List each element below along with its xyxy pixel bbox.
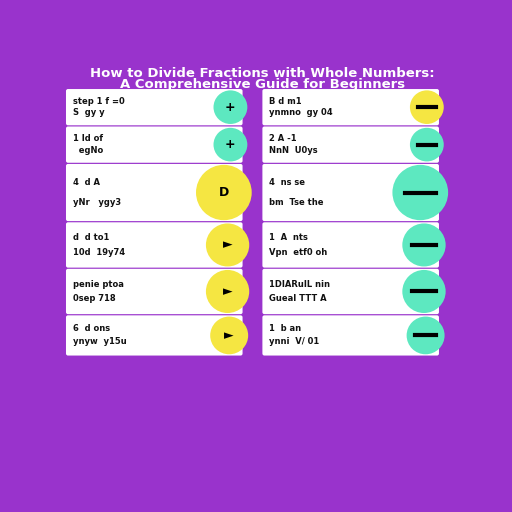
Text: ►: ► <box>224 329 234 342</box>
Text: How to Divide Fractions with Whole Numbers:: How to Divide Fractions with Whole Numbe… <box>90 68 435 80</box>
Text: 1 ld of: 1 ld of <box>73 134 103 143</box>
Text: 4  ns se: 4 ns se <box>269 179 305 187</box>
FancyBboxPatch shape <box>66 222 243 268</box>
Text: +: + <box>225 101 236 114</box>
Text: Gueal TTT A: Gueal TTT A <box>269 294 327 304</box>
Ellipse shape <box>214 90 247 124</box>
Text: ►: ► <box>223 285 232 298</box>
Ellipse shape <box>402 223 445 266</box>
FancyBboxPatch shape <box>262 89 439 125</box>
Text: ynni  V/ 01: ynni V/ 01 <box>269 337 319 347</box>
Ellipse shape <box>407 316 444 354</box>
Ellipse shape <box>206 223 249 266</box>
FancyBboxPatch shape <box>262 164 439 221</box>
FancyBboxPatch shape <box>262 222 439 268</box>
Text: yNr   ygy3: yNr ygy3 <box>73 198 121 207</box>
Text: 0sep 718: 0sep 718 <box>73 294 115 304</box>
Text: 1  A  nts: 1 A nts <box>269 233 308 242</box>
FancyBboxPatch shape <box>66 269 243 314</box>
FancyBboxPatch shape <box>66 89 243 125</box>
Text: 6  d ons: 6 d ons <box>73 325 110 333</box>
Text: 2 A -1: 2 A -1 <box>269 134 297 143</box>
Text: penie ptoa: penie ptoa <box>73 280 123 289</box>
Ellipse shape <box>196 165 252 220</box>
Ellipse shape <box>392 165 448 220</box>
Text: A Comprehensive Guide for Beginners: A Comprehensive Guide for Beginners <box>120 78 405 91</box>
FancyBboxPatch shape <box>262 315 439 355</box>
Text: ►: ► <box>223 239 232 251</box>
Ellipse shape <box>206 270 249 313</box>
Text: ynyw  y15u: ynyw y15u <box>73 337 126 347</box>
Text: 4  d A: 4 d A <box>73 179 100 187</box>
FancyBboxPatch shape <box>262 269 439 314</box>
Text: d  d to1: d d to1 <box>73 233 109 242</box>
FancyBboxPatch shape <box>66 315 243 355</box>
Text: bm  Tse the: bm Tse the <box>269 198 324 207</box>
Ellipse shape <box>410 90 444 124</box>
Text: 1DIARuIL nin: 1DIARuIL nin <box>269 280 330 289</box>
Text: D: D <box>219 186 229 199</box>
Ellipse shape <box>214 128 247 161</box>
FancyBboxPatch shape <box>66 164 243 221</box>
Ellipse shape <box>410 128 444 161</box>
Text: 10d  19y74: 10d 19y74 <box>73 248 125 257</box>
Text: step 1 f =0: step 1 f =0 <box>73 97 124 106</box>
Text: S  gy y: S gy y <box>73 109 104 117</box>
Text: B d m1: B d m1 <box>269 97 302 106</box>
FancyBboxPatch shape <box>66 126 243 163</box>
Text: 1  b an: 1 b an <box>269 325 301 333</box>
Ellipse shape <box>402 270 445 313</box>
Text: egNo: egNo <box>73 146 103 155</box>
Text: +: + <box>225 138 236 151</box>
FancyBboxPatch shape <box>262 126 439 163</box>
Text: ynmno  gy 04: ynmno gy 04 <box>269 109 333 117</box>
Ellipse shape <box>210 316 248 354</box>
Text: NnN  U0ys: NnN U0ys <box>269 146 318 155</box>
Text: Vpn  etf0 oh: Vpn etf0 oh <box>269 248 327 257</box>
